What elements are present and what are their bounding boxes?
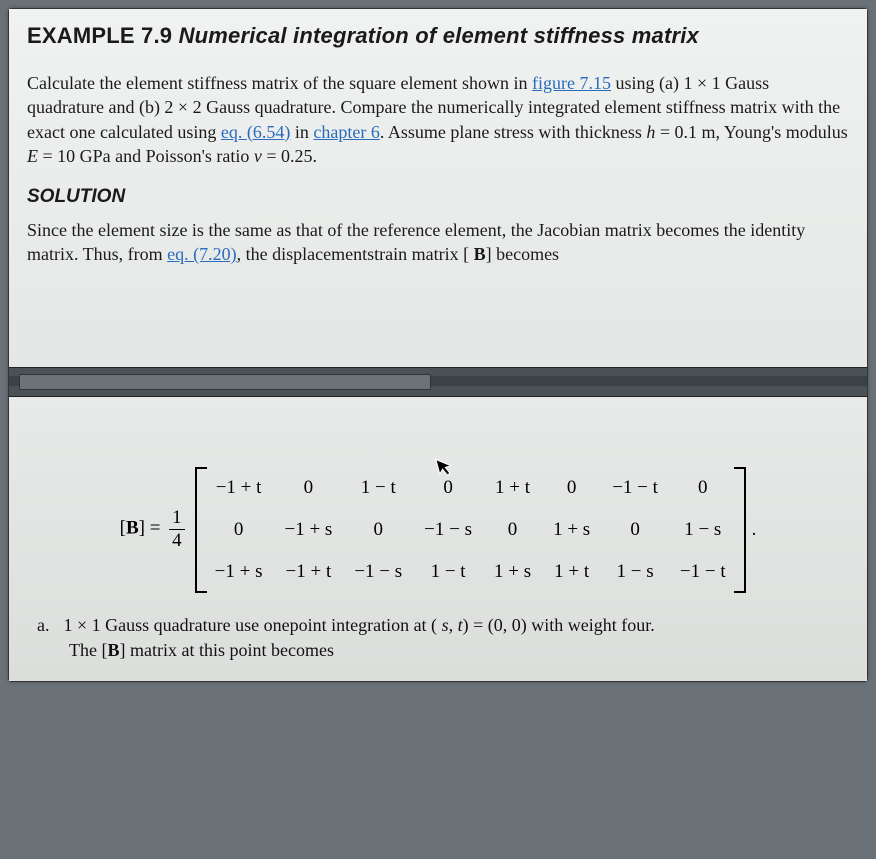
b-matrix-equation: [B] = 1 4 −1 + t 0 1 − t 0 1 + t 0 −1 − … bbox=[27, 467, 849, 593]
matrix-cell: −1 − s bbox=[424, 519, 472, 541]
symbol-B: B bbox=[107, 640, 119, 660]
problem-statement: Calculate the element stiffness matrix o… bbox=[27, 71, 849, 168]
example-heading: EXAMPLE 7.9 Numerical integration of ele… bbox=[27, 23, 849, 49]
example-number: EXAMPLE 7.9 bbox=[27, 23, 172, 48]
symbol-B: B bbox=[474, 244, 486, 264]
matrix-cell: 0 bbox=[553, 477, 590, 499]
matrix-cell: 0 bbox=[680, 477, 726, 499]
solution-intro: Since the element size is the same as th… bbox=[27, 218, 849, 267]
matrix-lhs: [B] = 1 4 bbox=[120, 507, 189, 552]
bottom-panel: [B] = 1 4 −1 + t 0 1 − t 0 1 + t 0 −1 − … bbox=[9, 397, 867, 681]
matrix-cell: 1 − s bbox=[612, 561, 658, 583]
matrix-cell: −1 + s bbox=[285, 519, 333, 541]
text: ) = (0, 0) with weight four. bbox=[463, 615, 655, 635]
document-page: EXAMPLE 7.9 Numerical integration of ele… bbox=[8, 8, 868, 682]
part-a-label: a. bbox=[37, 613, 59, 638]
matrix-cell: 1 − t bbox=[424, 561, 472, 583]
text: ] becomes bbox=[486, 244, 559, 264]
equation-654-link[interactable]: eq. (6.54) bbox=[221, 122, 290, 142]
left-bracket-icon bbox=[195, 467, 207, 593]
matrix-cell: 1 − s bbox=[680, 519, 726, 541]
matrix-cell: −1 + t bbox=[285, 561, 333, 583]
scrollbar-divider[interactable] bbox=[9, 367, 867, 397]
chapter-6-link[interactable]: chapter 6 bbox=[313, 122, 379, 142]
fraction-numerator: 1 bbox=[169, 507, 185, 530]
part-a-text: a. 1 × 1 Gauss quadrature use onepoint i… bbox=[27, 613, 849, 663]
top-panel: EXAMPLE 7.9 Numerical integration of ele… bbox=[9, 9, 867, 367]
matrix-cell: 0 bbox=[354, 519, 402, 541]
fraction-one-quarter: 1 4 bbox=[169, 507, 185, 552]
text: , the displacementstrain matrix [ bbox=[237, 244, 474, 264]
symbol-nu: ν bbox=[254, 146, 262, 166]
matrix-cell: −1 − t bbox=[612, 477, 658, 499]
text: The [ bbox=[69, 640, 107, 660]
lhs-close: ] = bbox=[139, 518, 161, 539]
matrix-cell: −1 + t bbox=[215, 477, 263, 499]
symbol-st: s, t bbox=[442, 615, 463, 635]
symbol-B: B bbox=[126, 518, 139, 539]
text: . Assume plane stress with thickness bbox=[380, 122, 646, 142]
right-bracket-icon bbox=[734, 467, 746, 593]
spacer bbox=[27, 267, 849, 357]
matrix-cell: −1 − t bbox=[680, 561, 726, 583]
fraction-denominator: 4 bbox=[169, 530, 185, 552]
matrix-cell: 0 bbox=[215, 519, 263, 541]
text: ] matrix at this point becomes bbox=[120, 640, 334, 660]
example-title-text: Numerical integration of element stiffne… bbox=[179, 23, 699, 48]
matrix-cell: 1 − t bbox=[354, 477, 402, 499]
equation-720-link[interactable]: eq. (7.20) bbox=[167, 244, 236, 264]
symbol-E: E bbox=[27, 146, 38, 166]
figure-link[interactable]: figure 7.15 bbox=[532, 73, 611, 93]
matrix-cell: −1 + s bbox=[215, 561, 263, 583]
part-a-line2: The [B] matrix at this point becomes bbox=[37, 638, 849, 663]
matrix-grid: −1 + t 0 1 − t 0 1 + t 0 −1 − t 0 0 −1 +… bbox=[207, 467, 734, 593]
matrix-cell: 0 bbox=[612, 519, 658, 541]
matrix-cell: 1 + s bbox=[494, 561, 531, 583]
matrix-cell: 1 + t bbox=[553, 561, 590, 583]
scroll-thumb[interactable] bbox=[19, 374, 431, 390]
equation-period: . bbox=[752, 519, 757, 541]
matrix-cell: 0 bbox=[285, 477, 333, 499]
text: 1 × 1 Gauss quadrature use onepoint inte… bbox=[64, 615, 442, 635]
text: Calculate the element stiffness matrix o… bbox=[27, 73, 532, 93]
text: = 0.1 m, Young's modulus bbox=[655, 122, 847, 142]
matrix-cell: −1 − s bbox=[354, 561, 402, 583]
matrix-cell: 1 + s bbox=[553, 519, 590, 541]
text: = 0.25. bbox=[262, 146, 317, 166]
text: in bbox=[290, 122, 313, 142]
text: = 10 GPa and Poisson's ratio bbox=[38, 146, 254, 166]
matrix-cell: 1 + t bbox=[494, 477, 531, 499]
solution-heading: SOLUTION bbox=[27, 186, 849, 208]
matrix-cell: 0 bbox=[494, 519, 531, 541]
matrix-body: −1 + t 0 1 − t 0 1 + t 0 −1 − t 0 0 −1 +… bbox=[195, 467, 746, 593]
